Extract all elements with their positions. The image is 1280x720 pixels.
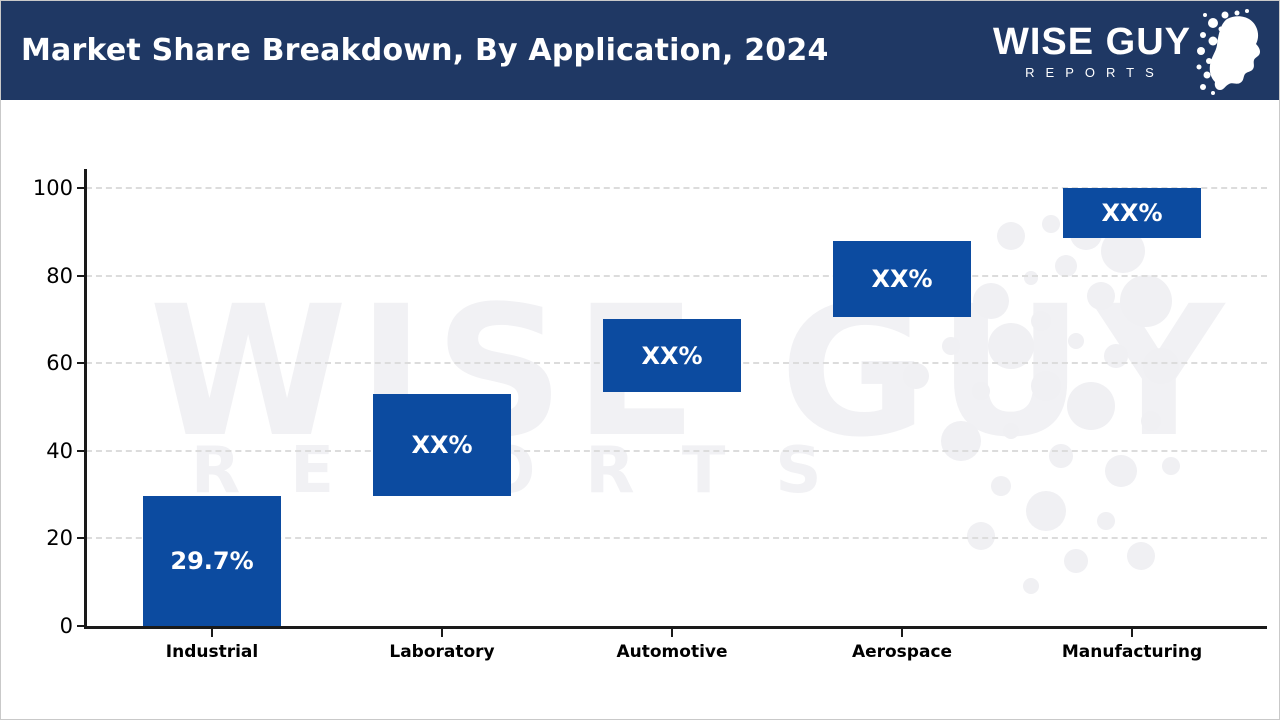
x-tick-manufacturing	[1131, 628, 1133, 637]
y-tick-label-60: 60	[46, 351, 73, 376]
bar-label-automotive: XX%	[641, 341, 703, 370]
bar-automotive	[603, 319, 741, 392]
bar-manufacturing	[1063, 188, 1201, 239]
y-tick-20	[77, 537, 85, 540]
logo-text: WISE GUY REPORTS	[993, 23, 1191, 79]
bar-aerospace	[833, 240, 971, 318]
bar-label-laboratory: XX%	[411, 430, 473, 459]
x-tick-automotive	[671, 628, 673, 637]
x-tick-label-aerospace: Aerospace	[851, 642, 953, 662]
gridline-100	[86, 187, 1267, 189]
y-tick-0	[77, 625, 85, 627]
y-tick-40	[77, 449, 85, 452]
gridline-20	[86, 537, 1267, 540]
bar-label-manufacturing: XX%	[1101, 199, 1163, 228]
bar-label-industrial: 29.7%	[170, 546, 254, 575]
watermark-text-reports: REPORTS	[191, 434, 872, 508]
y-tick-80	[77, 274, 85, 277]
logo-name: WISE GUY	[992, 20, 1191, 63]
y-tick-label-20: 20	[46, 526, 73, 551]
wise-guy-logo: WISE GUY REPORTS	[993, 7, 1267, 95]
y-tick-60	[77, 362, 85, 365]
x-tick-label-laboratory: Laboratory	[389, 642, 495, 662]
y-axis	[84, 169, 87, 628]
logo-tagline: REPORTS	[1025, 64, 1165, 80]
x-tick-label-manufacturing: Manufacturing	[1061, 642, 1203, 662]
x-tick-label-automotive: Automotive	[616, 642, 728, 662]
bar-laboratory	[373, 393, 511, 496]
y-tick-label-80: 80	[46, 263, 73, 288]
y-tick-100	[77, 187, 85, 189]
y-tick-label-40: 40	[46, 438, 73, 463]
bar-industrial	[143, 495, 281, 626]
logo-face-icon	[1196, 8, 1260, 95]
x-tick-laboratory	[441, 628, 443, 637]
bar-label-aerospace: XX%	[871, 264, 933, 293]
x-tick-industrial	[211, 628, 213, 637]
gridline-40	[86, 449, 1267, 452]
page-title: Market Share Breakdown, By Application, …	[21, 33, 829, 68]
x-tick-aerospace	[901, 628, 903, 637]
x-axis	[84, 626, 1267, 629]
y-tick-label-0: 0	[59, 614, 73, 638]
y-tick-label-100: 100	[32, 176, 73, 200]
x-tick-label-industrial: Industrial	[165, 642, 259, 662]
header-bar: Market Share Breakdown, By Application, …	[1, 1, 1279, 100]
gridline-80	[86, 274, 1267, 277]
